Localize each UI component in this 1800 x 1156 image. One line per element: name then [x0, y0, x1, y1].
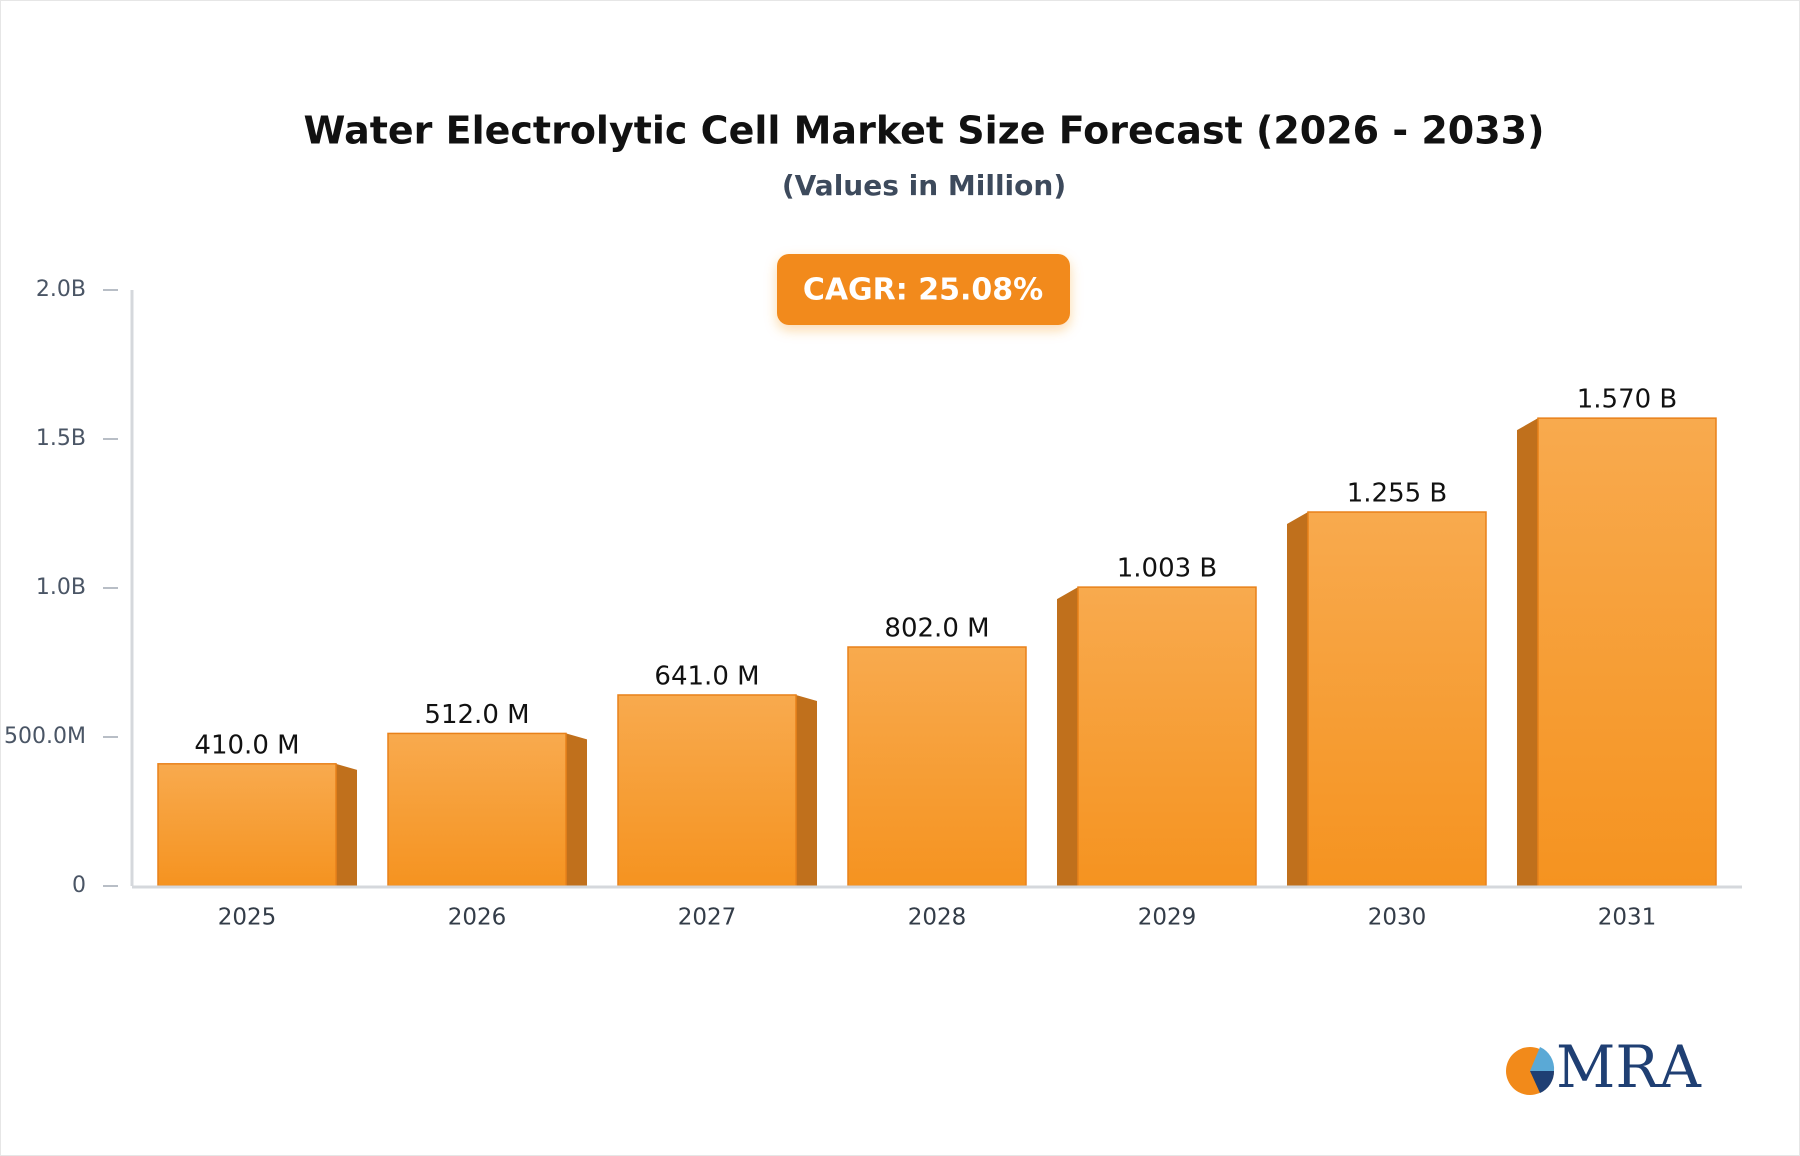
bar-side — [1057, 587, 1078, 886]
logo: MRA — [1506, 1033, 1702, 1101]
x-tick-label: 2028 — [908, 905, 967, 931]
logo-slice — [1530, 1047, 1555, 1071]
data-label: 1.570 B — [1577, 385, 1678, 415]
x-tick-label: 2026 — [448, 905, 507, 931]
bar — [1537, 417, 1717, 887]
x-tick-label: 2027 — [678, 905, 737, 931]
bar — [847, 646, 1027, 887]
bar-side — [796, 694, 817, 886]
x-tick-label: 2030 — [1368, 905, 1427, 931]
bar — [617, 694, 797, 887]
bar — [1307, 511, 1487, 887]
data-label: 641.0 M — [654, 661, 759, 691]
cagr-label: CAGR: 25.08% — [803, 273, 1043, 308]
y-tick-label: 2.0B — [36, 277, 86, 302]
bar — [387, 732, 567, 887]
y-tick-label: 1.5B — [36, 426, 86, 451]
chart-title: Water Electrolytic Cell Market Size Fore… — [304, 109, 1545, 153]
logo-slice — [1530, 1071, 1555, 1093]
cagr-badge — [777, 254, 1070, 325]
y-tick-label: 500.0M — [4, 724, 86, 749]
bar-side — [1517, 418, 1538, 886]
x-tick-label: 2029 — [1138, 905, 1197, 931]
data-label: 1.255 B — [1347, 479, 1448, 509]
data-label: 1.003 B — [1117, 554, 1218, 584]
data-label: 802.0 M — [884, 614, 989, 644]
chart-subtitle: (Values in Million) — [782, 169, 1066, 202]
bar-side — [1287, 512, 1308, 886]
data-label: 512.0 M — [424, 700, 529, 730]
bar-side — [336, 763, 357, 886]
x-tick-label: 2025 — [218, 905, 277, 931]
data-label: 410.0 M — [194, 730, 299, 760]
logo-text: MRA — [1556, 1033, 1702, 1101]
x-tick-label: 2031 — [1598, 905, 1657, 931]
bar — [1077, 586, 1257, 887]
y-tick-label: 0 — [72, 873, 86, 898]
bar — [157, 763, 337, 887]
y-tick-label: 1.0B — [36, 575, 86, 600]
bar-side — [566, 733, 587, 886]
